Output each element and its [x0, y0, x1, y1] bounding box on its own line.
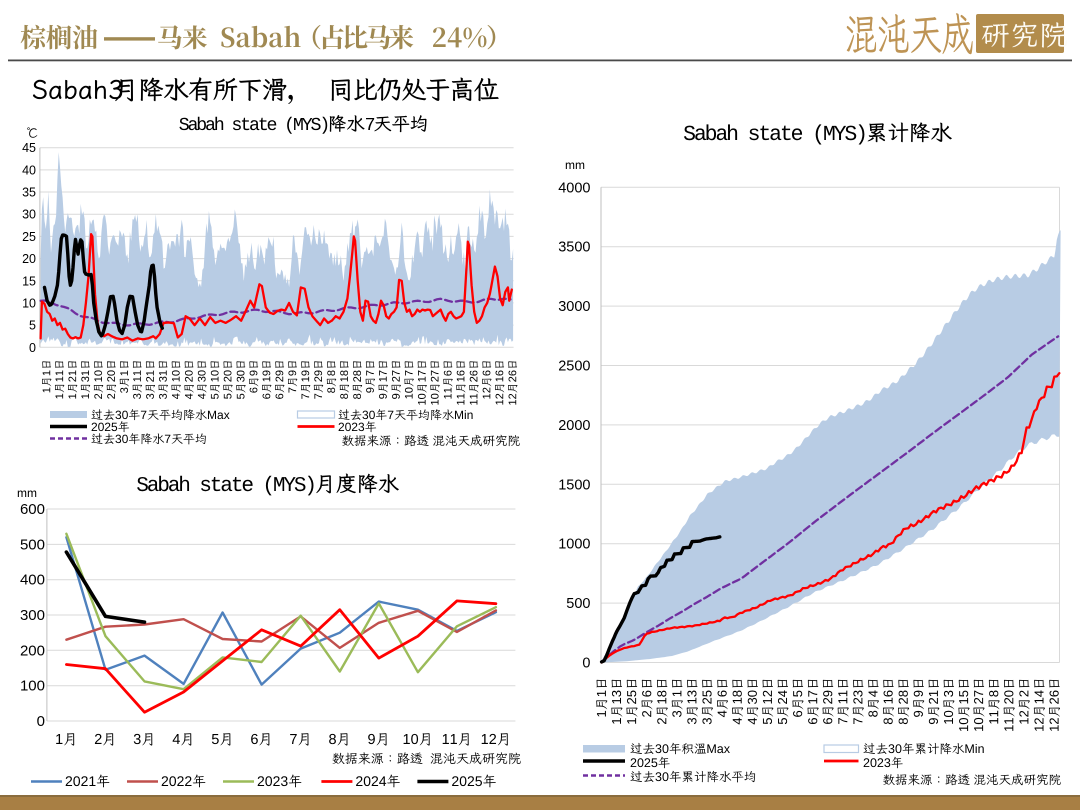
svg-text:1500: 1500 [558, 477, 590, 493]
svg-text:1000: 1000 [558, 537, 590, 553]
svg-text:15: 15 [22, 274, 36, 288]
svg-text:600: 600 [20, 501, 45, 518]
svg-text:0: 0 [582, 656, 590, 672]
svg-text:40: 40 [22, 163, 36, 177]
svg-text:4000: 4000 [558, 180, 590, 196]
svg-text:0: 0 [37, 713, 45, 730]
svg-text:0: 0 [29, 341, 36, 355]
svg-text:20: 20 [22, 252, 36, 266]
svg-text:500: 500 [20, 536, 45, 553]
svg-text:3500: 3500 [558, 240, 590, 256]
svg-text:35: 35 [22, 186, 36, 200]
svg-text:45: 45 [22, 141, 36, 155]
svg-text:3000: 3000 [558, 299, 590, 315]
svg-text:300: 300 [20, 607, 45, 624]
svg-text:25: 25 [22, 230, 36, 244]
svg-text:200: 200 [20, 642, 45, 659]
svg-text:400: 400 [20, 572, 45, 589]
svg-text:10: 10 [22, 296, 36, 310]
svg-text:100: 100 [20, 678, 45, 695]
svg-text:2500: 2500 [558, 359, 590, 375]
svg-text:2000: 2000 [558, 418, 590, 434]
svg-text:500: 500 [566, 596, 590, 612]
svg-text:5: 5 [29, 319, 36, 333]
svg-text:30: 30 [22, 208, 36, 222]
